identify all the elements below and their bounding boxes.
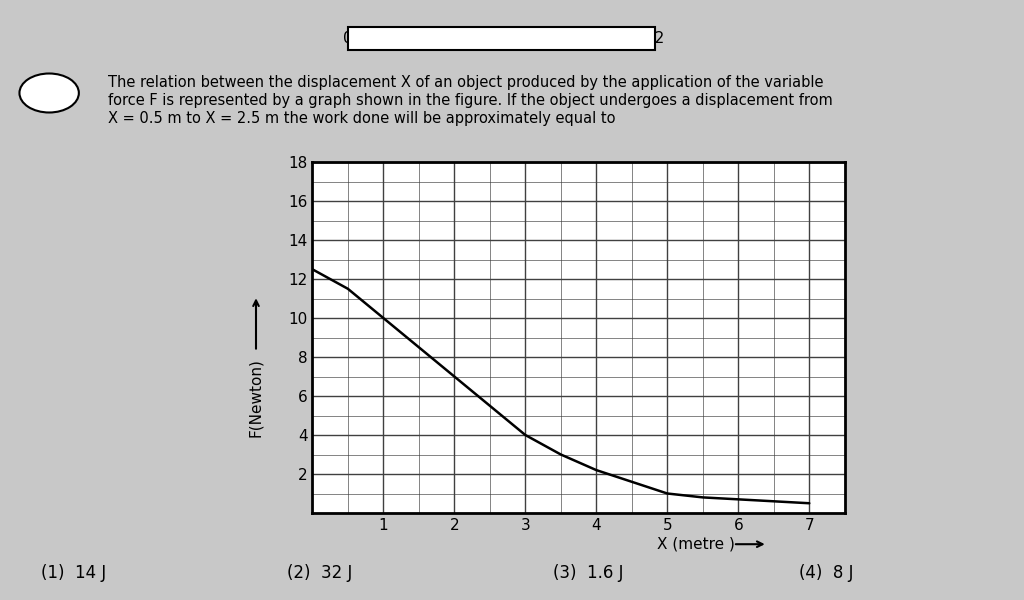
Text: 8: 8 bbox=[548, 31, 558, 46]
Text: (1)  14 J: (1) 14 J bbox=[41, 564, 106, 582]
Text: 12.: 12. bbox=[37, 85, 61, 100]
Text: force F is represented by a graph shown in the figure. If the object undergoes a: force F is represented by a graph shown … bbox=[108, 93, 833, 108]
Text: X (metre ): X (metre ) bbox=[656, 536, 734, 552]
Text: 12: 12 bbox=[646, 31, 665, 46]
Text: (2)  32 J: (2) 32 J bbox=[287, 564, 352, 582]
Text: (4)  8 J: (4) 8 J bbox=[799, 564, 853, 582]
Text: The relation between the displacement X of an object produced by the application: The relation between the displacement X … bbox=[108, 75, 823, 90]
Text: F(Newton): F(Newton) bbox=[249, 359, 263, 437]
Text: (3)  1.6 J: (3) 1.6 J bbox=[553, 564, 624, 582]
Text: 4: 4 bbox=[445, 31, 456, 46]
Text: 0: 0 bbox=[343, 31, 353, 46]
Text: X = 0.5 m to X = 2.5 m the work done will be approximately equal to: X = 0.5 m to X = 2.5 m the work done wil… bbox=[108, 111, 615, 126]
